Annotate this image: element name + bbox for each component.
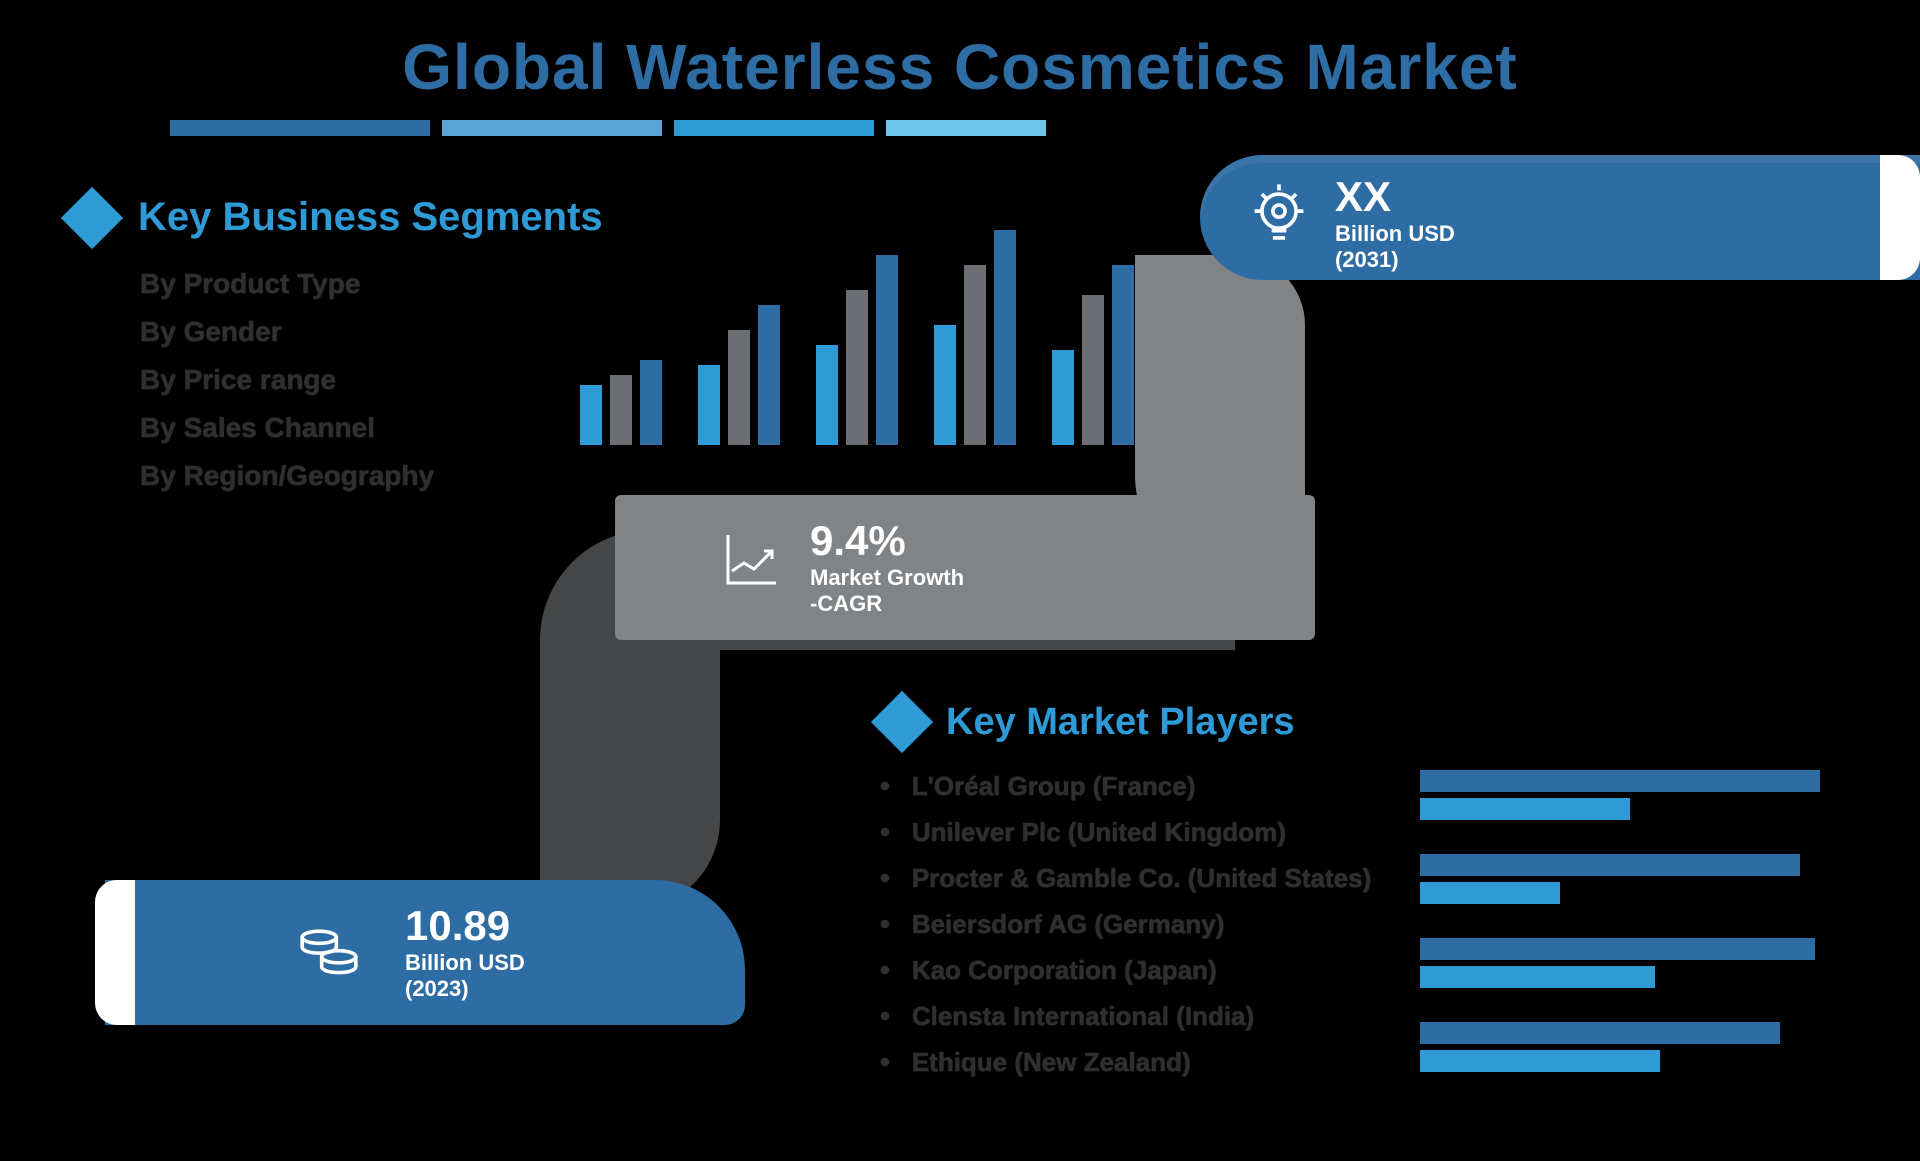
ribbon-forecast-2031: XX Billion USD(2031) <box>1200 155 1920 280</box>
ribbon-base-2023: 10.89 Billion USD(2023) <box>105 880 745 1025</box>
bar <box>640 360 662 445</box>
hbar-primary <box>1420 938 1815 960</box>
segment-item: By Product Type <box>140 268 603 300</box>
hbar-primary <box>1420 854 1800 876</box>
bar-group <box>816 255 898 445</box>
underline-segment <box>170 120 430 136</box>
bar <box>758 305 780 445</box>
underline-segment <box>674 120 874 136</box>
hbar-pair <box>1420 854 1850 904</box>
base-value: 10.89 <box>405 902 525 950</box>
growth-bar-chart <box>580 215 1040 445</box>
page-title: Global Waterless Cosmetics Market <box>402 30 1517 104</box>
forecast-year: (2031) <box>1335 247 1399 272</box>
bar <box>728 330 750 445</box>
player-item: Beiersdorf AG (Germany) <box>880 908 1371 940</box>
bar <box>580 385 602 445</box>
bar <box>876 255 898 445</box>
hbar-primary <box>1420 1022 1780 1044</box>
hbar-secondary <box>1420 1050 1660 1072</box>
ribbon-cap-right <box>1880 155 1920 280</box>
bar <box>1052 350 1074 445</box>
ribbon-cagr: 9.4% Market Growth-CAGR <box>615 495 1315 640</box>
bar <box>964 265 986 445</box>
players-title: Key Market Players <box>946 701 1295 744</box>
player-item: Ethique (New Zealand) <box>880 1046 1371 1078</box>
player-item: Procter & Gamble Co. (United States) <box>880 862 1371 894</box>
base-year: (2023) <box>405 976 469 1001</box>
segment-item: By Price range <box>140 364 603 396</box>
segment-item: By Sales Channel <box>140 412 603 444</box>
segment-item: By Gender <box>140 316 603 348</box>
bar <box>816 345 838 445</box>
hbar-secondary <box>1420 798 1630 820</box>
key-market-players: Key Market Players L'Oréal Group (France… <box>880 700 1371 1092</box>
underline-segment <box>442 120 662 136</box>
bar-group <box>698 305 780 445</box>
bar <box>934 325 956 445</box>
underline-segment <box>886 120 1046 136</box>
diamond-icon <box>61 186 123 248</box>
segments-title: Key Business Segments <box>138 195 603 240</box>
coins-icon <box>290 908 368 991</box>
hbar-pair <box>1420 938 1850 988</box>
hbar-pair <box>1420 1022 1850 1072</box>
region-hbar-chart <box>1420 770 1850 1106</box>
player-item: Kao Corporation (Japan) <box>880 954 1371 986</box>
title-underline <box>170 120 1070 136</box>
player-item: Clensta International (India) <box>880 1000 1371 1032</box>
ribbon-cap-left <box>95 880 135 1025</box>
bar <box>846 290 868 445</box>
forecast-unit: Billion USD <box>1335 221 1455 246</box>
bar <box>698 365 720 445</box>
segment-item: By Region/Geography <box>140 460 603 492</box>
bar <box>1082 295 1104 445</box>
bar-group <box>1052 265 1134 445</box>
bar-group <box>580 360 662 445</box>
forecast-value: XX <box>1335 173 1455 221</box>
cagr-value: 9.4% <box>810 517 964 565</box>
growth-chart-icon <box>720 527 784 596</box>
cagr-sub: -CAGR <box>810 591 882 616</box>
lightbulb-icon <box>1240 177 1318 260</box>
key-business-segments: Key Business Segments By Product Type By … <box>70 195 603 508</box>
bar <box>1112 265 1134 445</box>
bar <box>610 375 632 445</box>
diamond-icon <box>871 691 933 753</box>
bar <box>994 230 1016 445</box>
hbar-secondary <box>1420 966 1655 988</box>
player-item: L'Oréal Group (France) <box>880 770 1371 802</box>
base-unit: Billion USD <box>405 950 525 975</box>
hbar-pair <box>1420 770 1850 820</box>
bar-group <box>934 230 1016 445</box>
hbar-primary <box>1420 770 1820 792</box>
hbar-secondary <box>1420 882 1560 904</box>
player-item: Unilever Plc (United Kingdom) <box>880 816 1371 848</box>
cagr-label: Market Growth <box>810 565 964 590</box>
